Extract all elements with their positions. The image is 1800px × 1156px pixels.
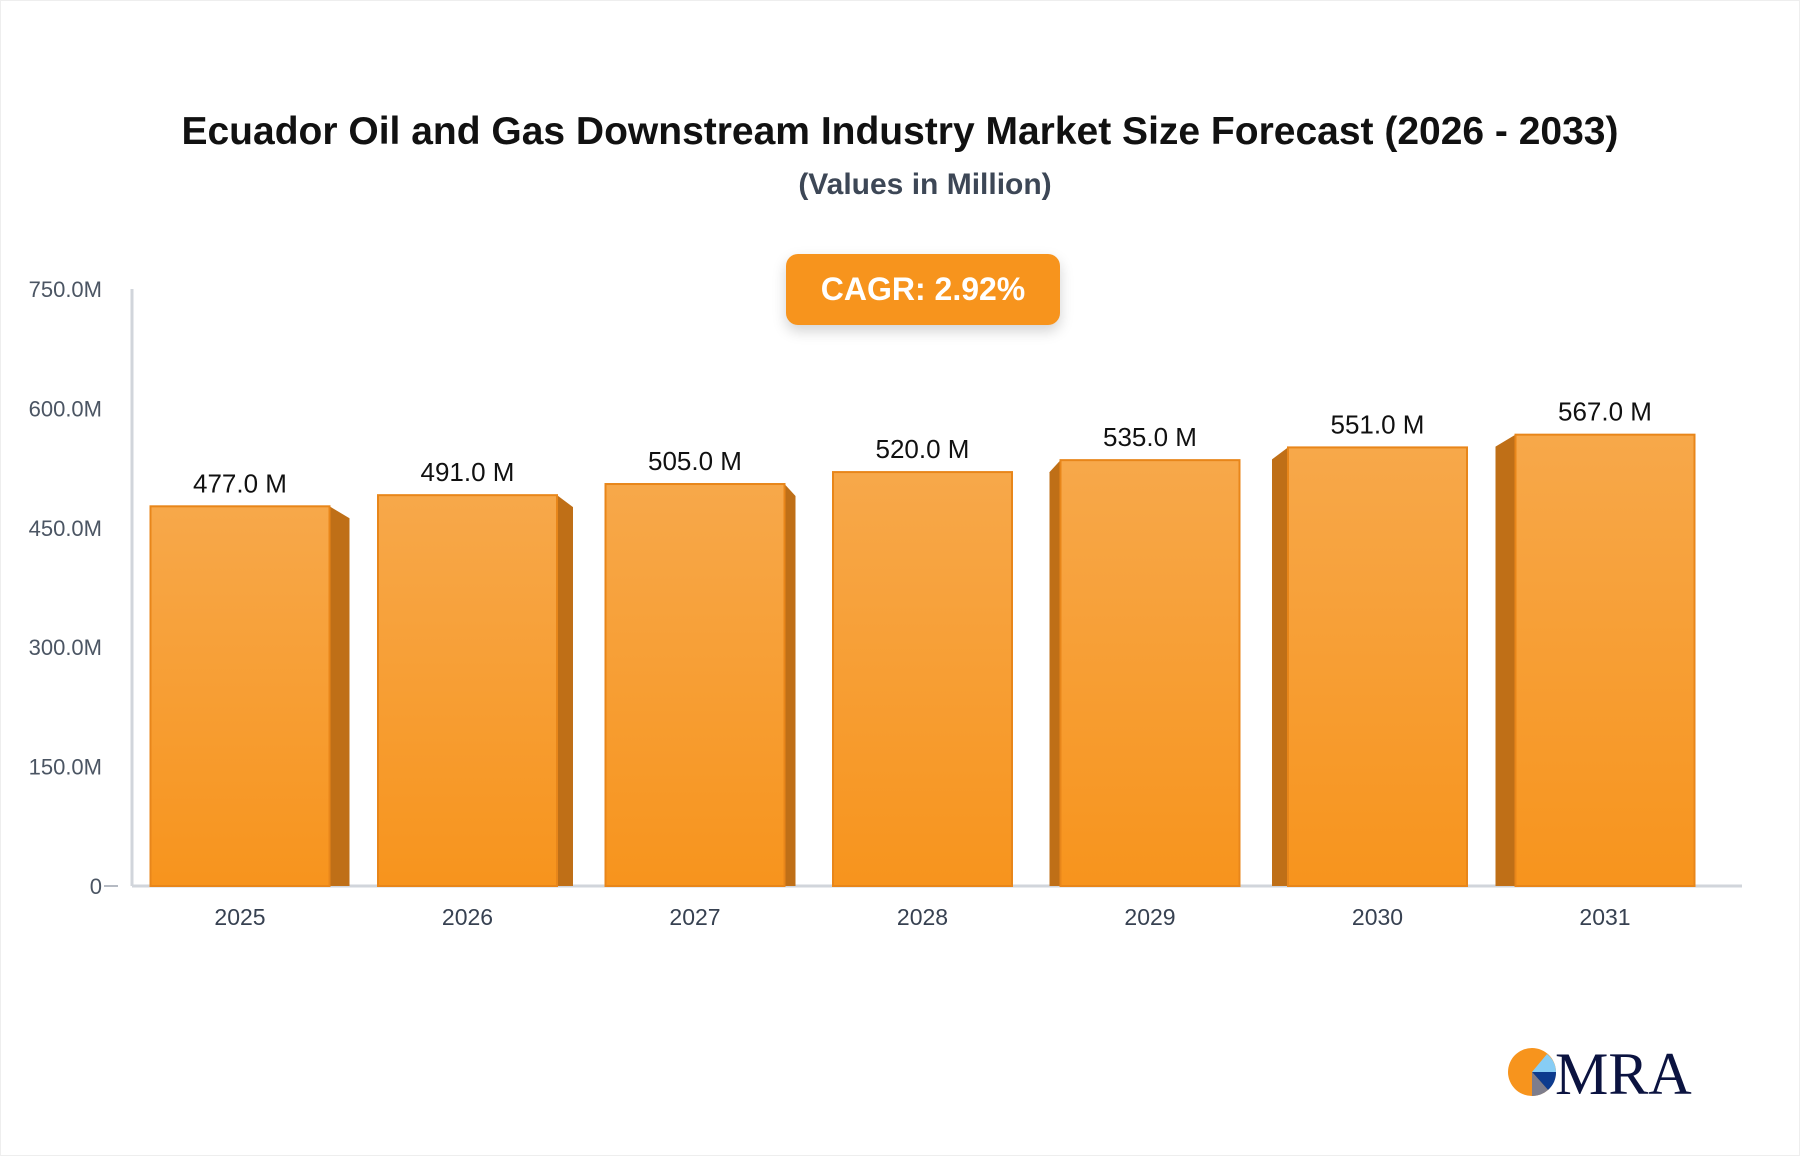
data-label: 505.0 M	[648, 446, 742, 476]
bar-side	[1049, 460, 1061, 886]
cagr-badge: CAGR: 2.92%	[786, 254, 1060, 325]
data-label: 567.0 M	[1558, 397, 1652, 427]
bar	[1287, 446, 1468, 887]
x-tick-label: 2026	[442, 904, 493, 930]
bar	[832, 471, 1013, 887]
x-tick-label: 2025	[214, 904, 265, 930]
mra-logo: MRA	[1508, 1042, 1692, 1107]
x-tick-label: 2028	[897, 904, 948, 930]
chart-title: Ecuador Oil and Gas Downstream Industry …	[181, 110, 1619, 153]
x-tick-label: 2030	[1352, 904, 1403, 930]
bar-side	[1272, 447, 1288, 886]
bar	[149, 505, 331, 887]
y-tick-label: 0	[90, 874, 102, 899]
x-tick-label: 2029	[1124, 904, 1175, 930]
chart-subtitle: (Values in Million)	[798, 168, 1052, 201]
bar	[604, 483, 786, 887]
data-label: 491.0 M	[421, 457, 515, 487]
bar-side	[1495, 434, 1516, 886]
bar	[377, 494, 558, 887]
bar-side	[329, 506, 350, 886]
bar-side	[557, 495, 573, 886]
x-tick-label: 2031	[1579, 904, 1630, 930]
data-label: 477.0 M	[193, 468, 287, 498]
bar	[1059, 459, 1241, 887]
y-tick-label: 450.0M	[29, 516, 102, 541]
y-tick-label: 750.0M	[29, 277, 102, 302]
bar	[1514, 433, 1696, 887]
data-label: 551.0 M	[1331, 409, 1425, 439]
data-label: 520.0 M	[876, 434, 970, 464]
y-tick-label: 300.0M	[29, 635, 102, 660]
svg-text:MRA: MRA	[1555, 1042, 1692, 1107]
y-tick-label: 600.0M	[29, 396, 102, 421]
data-label: 535.0 M	[1103, 422, 1197, 452]
x-tick-label: 2027	[669, 904, 720, 930]
y-tick-label: 150.0M	[29, 755, 102, 780]
bar-side	[784, 484, 796, 886]
